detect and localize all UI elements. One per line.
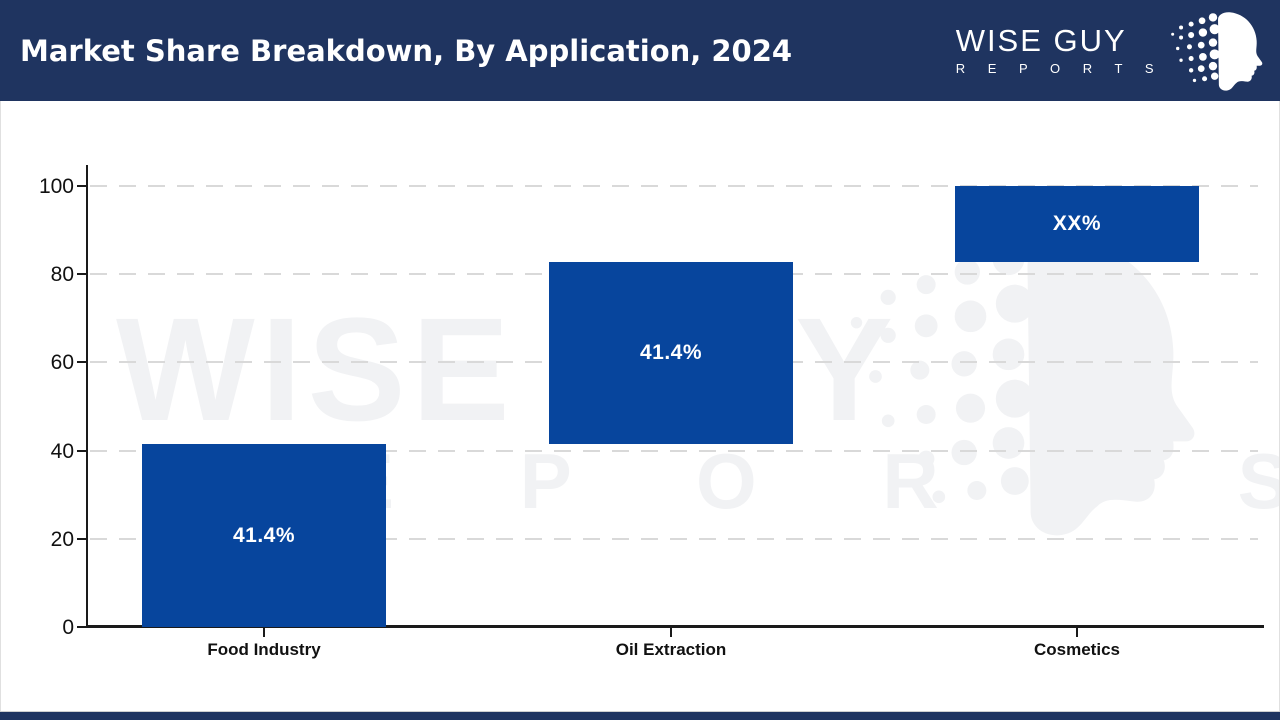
x-axis-category-label: Oil Extraction [615,640,727,659]
gridline [90,449,1258,452]
y-axis-tick-label: 60 [50,351,74,375]
header-bar: Market Share Breakdown, By Application, … [0,0,1280,101]
y-axis-tick-mark [77,449,86,452]
y-axis-tick-label: 0 [62,616,74,639]
chart-title: Market Share Breakdown, By Application, … [20,33,793,68]
bar: 41.4% [142,444,386,627]
bar-value-label: XX% [1052,211,1102,235]
y-axis-tick-mark [77,626,86,628]
watermark-face-icon [850,239,1195,536]
footer-divider [0,711,1280,712]
y-axis-tick-mark [77,273,86,276]
left-border [0,101,1,712]
bar: 41.4% [549,261,793,445]
x-axis-category-label: Cosmetics [1034,640,1120,659]
x-axis-tick-mark [1076,628,1078,637]
footer-strip [0,712,1280,720]
bar: XX% [955,186,1199,262]
y-axis-tick-label: 40 [50,439,74,463]
y-axis-tick-label: 80 [50,263,74,287]
y-axis-tick-mark [77,361,86,364]
gridline [90,537,1258,540]
y-axis-tick-mark [77,537,86,540]
bar-value-label: 41.4% [639,341,703,365]
x-axis-spine [86,625,1264,628]
y-axis-tick-label: 20 [50,527,74,551]
logo-reports-text: R E P O R T S [955,60,1163,76]
x-axis-tick-mark [263,628,265,637]
gridline [90,185,1258,187]
y-axis-tick-label: 100 [38,175,74,198]
bar-value-label: 41.4% [232,523,296,547]
y-axis-tick-mark [77,185,86,187]
logo-text: WISE GUY R E P O R T S [956,25,1163,76]
logo-wordmark: WISE GUY [955,23,1127,59]
x-axis-category-label: Food Industry [207,640,321,659]
x-axis-tick-mark [670,628,672,637]
wiseguy-logo: WISE GUY R E P O R T S [956,5,1266,97]
y-axis-spine [86,165,88,627]
logo-face-icon [1171,11,1263,91]
